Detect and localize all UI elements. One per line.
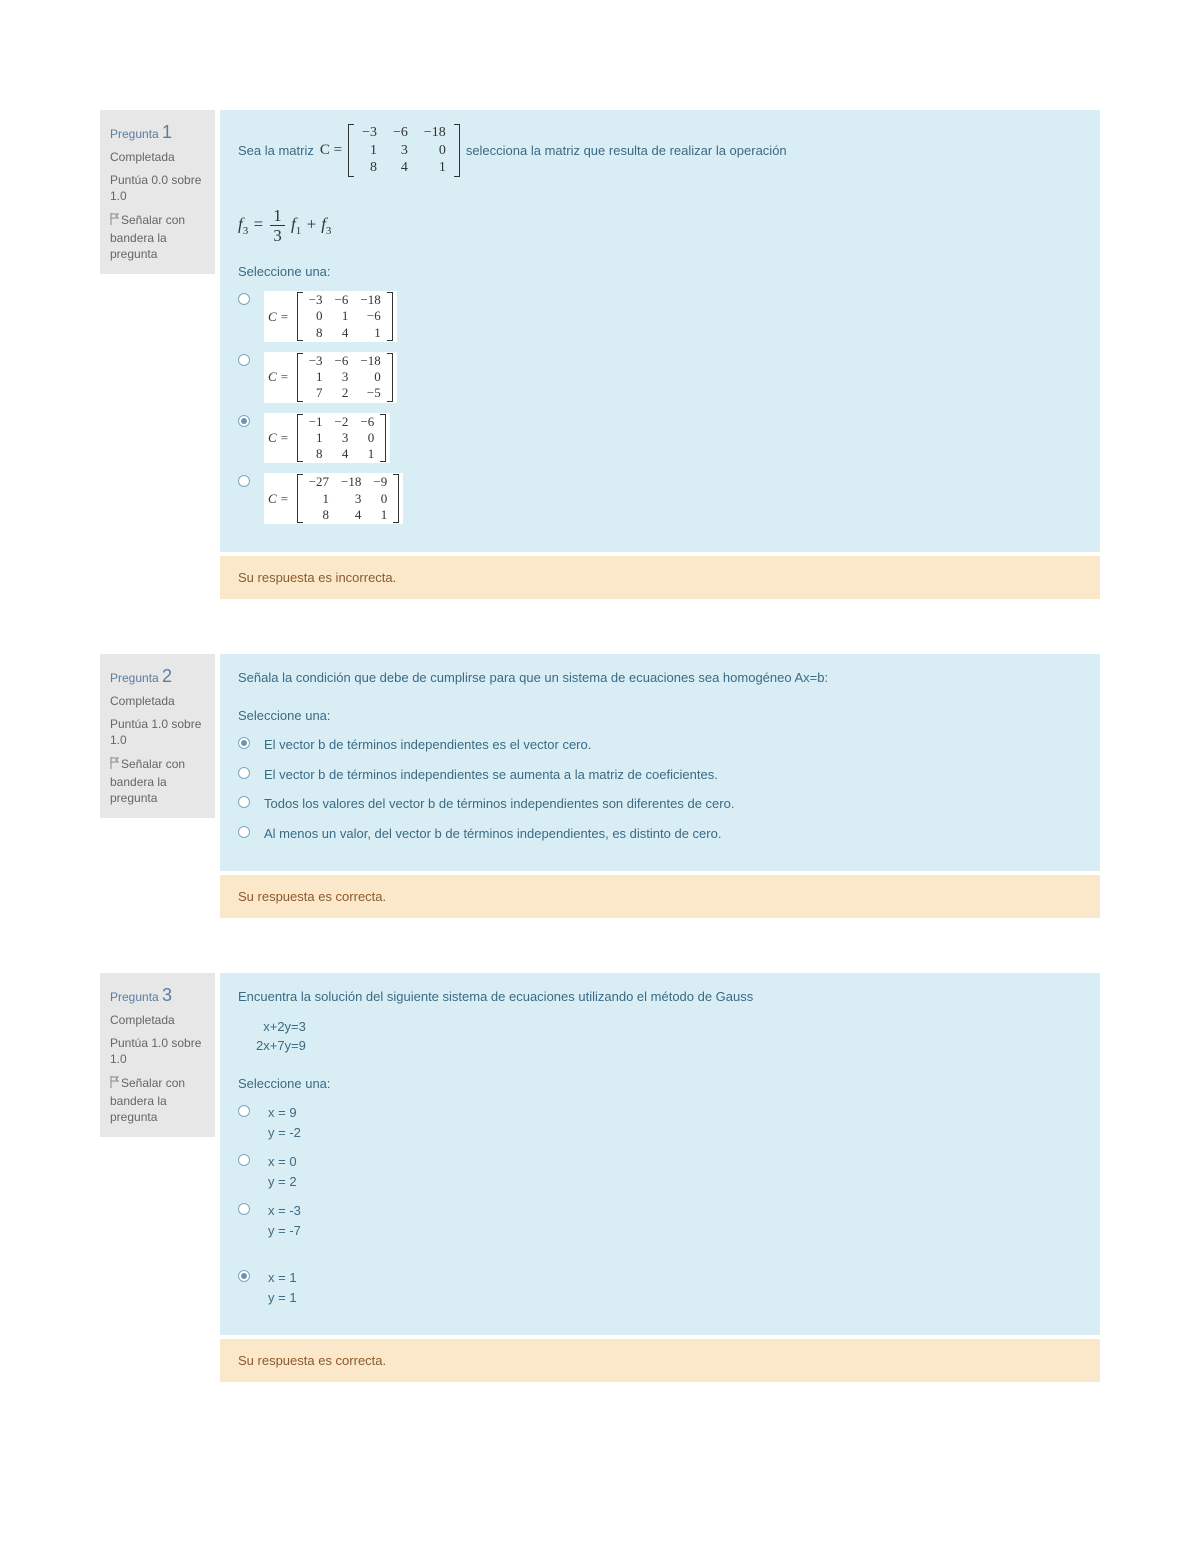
matrix-table: −3−6−18 130 841	[354, 124, 454, 177]
option-text: El vector b de términos independientes e…	[264, 735, 591, 755]
option-matrix: C =−3−6−1813072−5	[264, 352, 397, 403]
radio-button[interactable]	[238, 475, 250, 487]
question-grade: Puntúa 1.0 sobre 1.0	[110, 1035, 205, 1067]
select-prompt: Seleccione una:	[238, 1074, 1082, 1094]
option-row[interactable]: C =−3−6−1813072−5	[238, 352, 1082, 403]
stem: Señala la condición que debe de cumplirs…	[238, 668, 1082, 688]
option-row[interactable]: x = -3y = -7	[238, 1201, 1082, 1240]
question-status: Completada	[110, 693, 205, 710]
option-row[interactable]: El vector b de términos independientes s…	[238, 765, 1082, 785]
feedback: Su respuesta es correcta.	[220, 875, 1100, 918]
radio-button[interactable]	[238, 1270, 250, 1282]
flag-link[interactable]: Señalar con bandera la pregunta	[110, 756, 205, 806]
question-grade: Puntúa 1.0 sobre 1.0	[110, 716, 205, 748]
option-row[interactable]: C =−27−18−9130841	[238, 473, 1082, 524]
question-status: Completada	[110, 1012, 205, 1029]
option-matrix: C =−27−18−9130841	[264, 473, 403, 524]
feedback: Su respuesta es incorrecta.	[220, 556, 1100, 599]
pregunta-word: Pregunta	[110, 990, 159, 1004]
flag-icon	[110, 757, 120, 773]
question-3: Pregunta 3 Completada Puntúa 1.0 sobre 1…	[100, 973, 1100, 1382]
question-label: Pregunta 1	[110, 120, 205, 145]
question-grade: Puntúa 0.0 sobre 1.0	[110, 172, 205, 204]
stem: Encuentra la solución del siguiente sist…	[238, 987, 1082, 1007]
flag-icon	[110, 1076, 120, 1092]
option-row[interactable]: Al menos un valor, del vector b de térmi…	[238, 824, 1082, 844]
feedback: Su respuesta es correcta.	[220, 1339, 1100, 1382]
option-values: x = -3y = -7	[268, 1201, 301, 1240]
info-panel: Pregunta 3 Completada Puntúa 1.0 sobre 1…	[100, 973, 215, 1137]
select-prompt: Seleccione una:	[238, 262, 1082, 282]
info-panel: Pregunta 1 Completada Puntúa 0.0 sobre 1…	[100, 110, 215, 274]
radio-button[interactable]	[238, 1154, 250, 1166]
system-equations: x+2y=3 2x+7y=9	[256, 1017, 1082, 1056]
option-values: x = 1y = 1	[268, 1268, 297, 1307]
option-values: x = 0y = 2	[268, 1152, 297, 1191]
question-label: Pregunta 2	[110, 664, 205, 689]
formulation: Sea la matriz C = −3−6−18 130 841 selecc…	[220, 110, 1100, 552]
flag-link[interactable]: Señalar con bandera la pregunta	[110, 1075, 205, 1125]
options-list: C =−3−6−1801−6841 C =−3−6−1813072−5 C =−1−…	[238, 291, 1082, 524]
info-panel: Pregunta 2 Completada Puntúa 1.0 sobre 1…	[100, 654, 215, 818]
radio-button[interactable]	[238, 1105, 250, 1117]
row-operation: f3 = 13 f1 + f3	[238, 207, 1082, 244]
option-row[interactable]: El vector b de términos independientes e…	[238, 735, 1082, 755]
stem-post: selecciona la matriz que resulta de real…	[466, 141, 787, 161]
question-number: 3	[162, 985, 172, 1005]
question-number: 2	[162, 666, 172, 686]
content-panel: Señala la condición que debe de cumplirs…	[220, 654, 1100, 918]
question-1: Pregunta 1 Completada Puntúa 0.0 sobre 1…	[100, 110, 1100, 599]
eq-1: x+2y=3	[256, 1017, 1082, 1037]
pregunta-word: Pregunta	[110, 671, 159, 685]
select-prompt: Seleccione una:	[238, 706, 1082, 726]
radio-button[interactable]	[238, 293, 250, 305]
options-list: x = 9y = -2 x = 0y = 2 x = -3y = -7 x = 1y …	[238, 1103, 1082, 1307]
option-text: Al menos un valor, del vector b de térmi…	[264, 824, 721, 844]
option-text: Todos los valores del vector b de términ…	[264, 794, 734, 814]
option-values: x = 9y = -2	[268, 1103, 301, 1142]
formulation: Encuentra la solución del siguiente sist…	[220, 973, 1100, 1335]
option-row[interactable]: Todos los valores del vector b de términ…	[238, 794, 1082, 814]
radio-button[interactable]	[238, 767, 250, 779]
flag-text: Señalar con bandera la pregunta	[110, 213, 185, 260]
radio-button[interactable]	[238, 737, 250, 749]
stem: Sea la matriz C = −3−6−18 130 841 selecc…	[238, 124, 1082, 177]
option-row[interactable]: x = 1y = 1	[238, 1268, 1082, 1307]
question-2: Pregunta 2 Completada Puntúa 1.0 sobre 1…	[100, 654, 1100, 918]
option-matrix: C =−3−6−1801−6841	[264, 291, 397, 342]
stem-pre: Sea la matriz	[238, 141, 314, 161]
radio-button[interactable]	[238, 826, 250, 838]
option-row[interactable]: C =−1−2−6130841	[238, 413, 1082, 464]
pregunta-word: Pregunta	[110, 127, 159, 141]
content-panel: Sea la matriz C = −3−6−18 130 841 selecc…	[220, 110, 1100, 599]
flag-link[interactable]: Señalar con bandera la pregunta	[110, 212, 205, 262]
flag-icon	[110, 213, 120, 229]
formulation: Señala la condición que debe de cumplirs…	[220, 654, 1100, 871]
option-row[interactable]: C =−3−6−1801−6841	[238, 291, 1082, 342]
option-row[interactable]: x = 9y = -2	[238, 1103, 1082, 1142]
radio-button[interactable]	[238, 1203, 250, 1215]
radio-button[interactable]	[238, 796, 250, 808]
flag-text: Señalar con bandera la pregunta	[110, 757, 185, 804]
c-equals: C =	[320, 139, 342, 162]
radio-button[interactable]	[238, 354, 250, 366]
stem-matrix: −3−6−18 130 841	[348, 124, 460, 177]
radio-button[interactable]	[238, 415, 250, 427]
options-list: El vector b de términos independientes e…	[238, 735, 1082, 843]
eq-2: 2x+7y=9	[256, 1036, 1082, 1056]
question-label: Pregunta 3	[110, 983, 205, 1008]
content-panel: Encuentra la solución del siguiente sist…	[220, 973, 1100, 1382]
question-status: Completada	[110, 149, 205, 166]
option-row[interactable]: x = 0y = 2	[238, 1152, 1082, 1191]
option-matrix: C =−1−2−6130841	[264, 413, 390, 464]
flag-text: Señalar con bandera la pregunta	[110, 1076, 185, 1123]
option-text: El vector b de términos independientes s…	[264, 765, 718, 785]
question-number: 1	[162, 122, 172, 142]
